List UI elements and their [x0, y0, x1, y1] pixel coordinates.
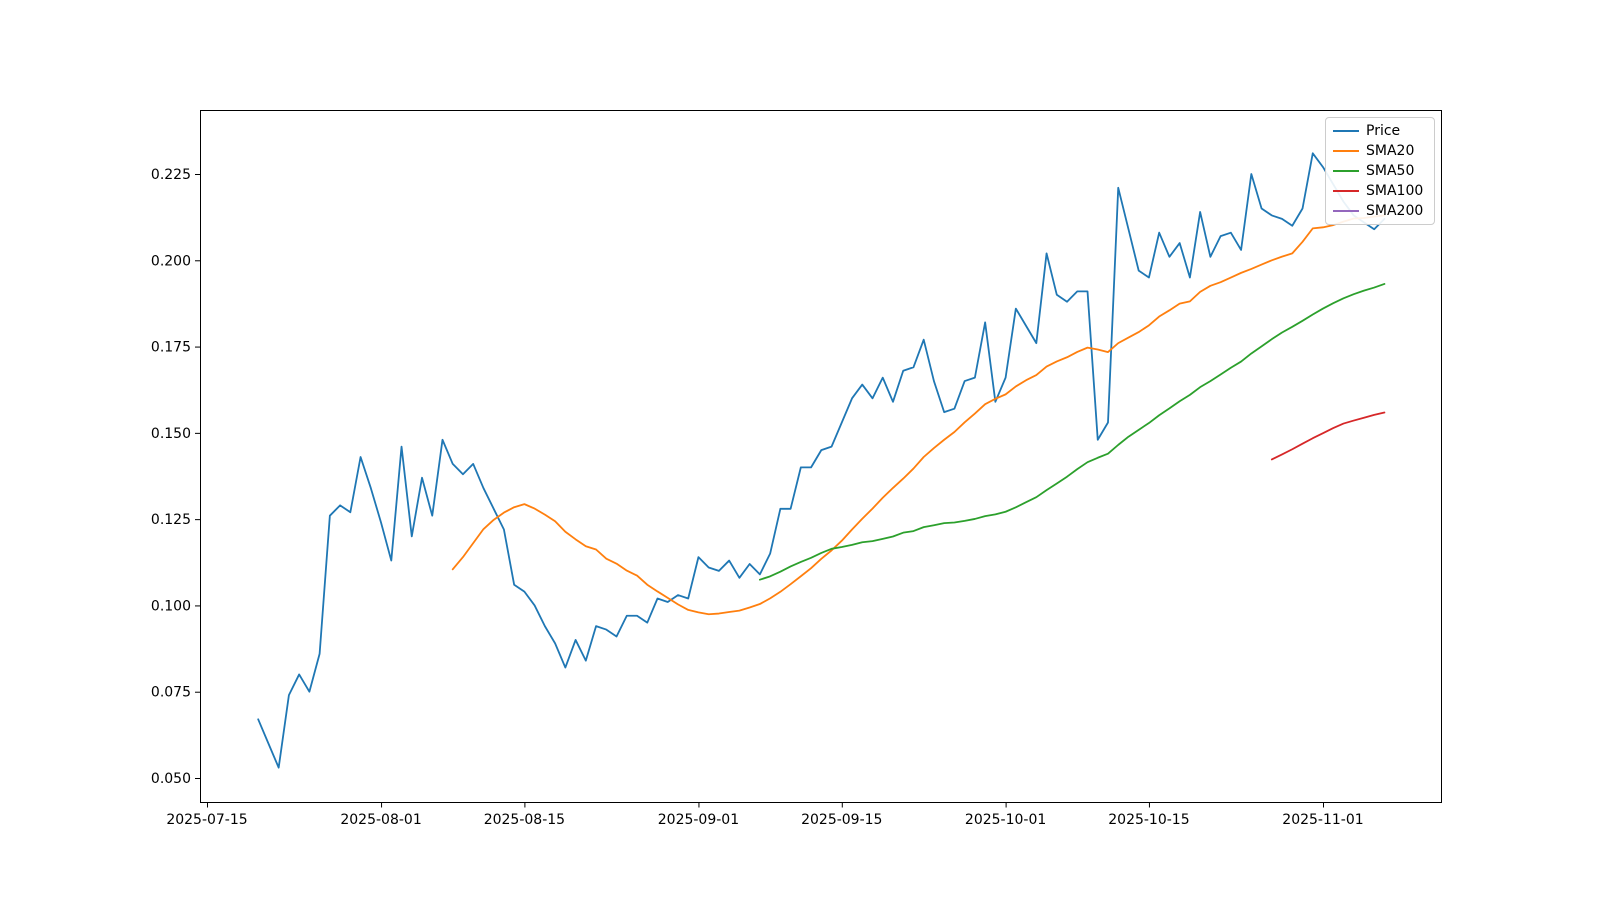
- legend-line-sma200-icon: [1333, 210, 1359, 212]
- legend-label-sma50: SMA50: [1366, 163, 1415, 179]
- sma100-line: [1270, 411, 1386, 461]
- x-tick-label: 2025-10-15: [1108, 812, 1189, 828]
- legend-line-sma20-icon: [1333, 150, 1359, 152]
- legend-label-sma100: SMA100: [1366, 183, 1424, 199]
- x-tick-label: 2025-08-15: [484, 812, 565, 828]
- y-tick-label: 0.225: [151, 167, 191, 183]
- y-tick-label: 0.050: [151, 771, 191, 787]
- legend-item-price: Price: [1333, 121, 1428, 141]
- plot-border: [200, 110, 1442, 803]
- y-tick-label: 0.100: [151, 598, 191, 614]
- legend-label-price: Price: [1366, 123, 1401, 139]
- x-tick-label: 2025-09-15: [801, 812, 882, 828]
- legend-item-sma50: SMA50: [1333, 161, 1428, 181]
- price-line: [257, 152, 1386, 769]
- legend-label-sma20: SMA20: [1366, 143, 1415, 159]
- y-tick-label: 0.175: [151, 340, 191, 356]
- x-tick-label: 2025-11-01: [1282, 812, 1363, 828]
- y-tick-label: 0.150: [151, 426, 191, 442]
- legend-line-sma100-icon: [1333, 190, 1359, 192]
- sma50-line: [758, 283, 1386, 581]
- legend-line-price-icon: [1333, 130, 1359, 132]
- legend-item-sma100: SMA100: [1333, 181, 1428, 201]
- sma20-line: [451, 214, 1386, 616]
- y-tick-label: 0.125: [151, 512, 191, 528]
- y-tick-label: 0.200: [151, 253, 191, 269]
- x-tick-label: 2025-10-01: [965, 812, 1046, 828]
- x-tick-label: 2025-07-15: [166, 812, 247, 828]
- x-tick-label: 2025-08-01: [340, 812, 421, 828]
- legend-label-sma200: SMA200: [1366, 203, 1424, 219]
- legend-item-sma20: SMA20: [1333, 141, 1428, 161]
- chart-legend: Price SMA20 SMA50 SMA100 SMA200: [1325, 117, 1435, 225]
- x-tick-label: 2025-09-01: [658, 812, 739, 828]
- legend-line-sma50-icon: [1333, 170, 1359, 172]
- y-tick-label: 0.075: [151, 685, 191, 701]
- legend-item-sma200: SMA200: [1333, 201, 1428, 221]
